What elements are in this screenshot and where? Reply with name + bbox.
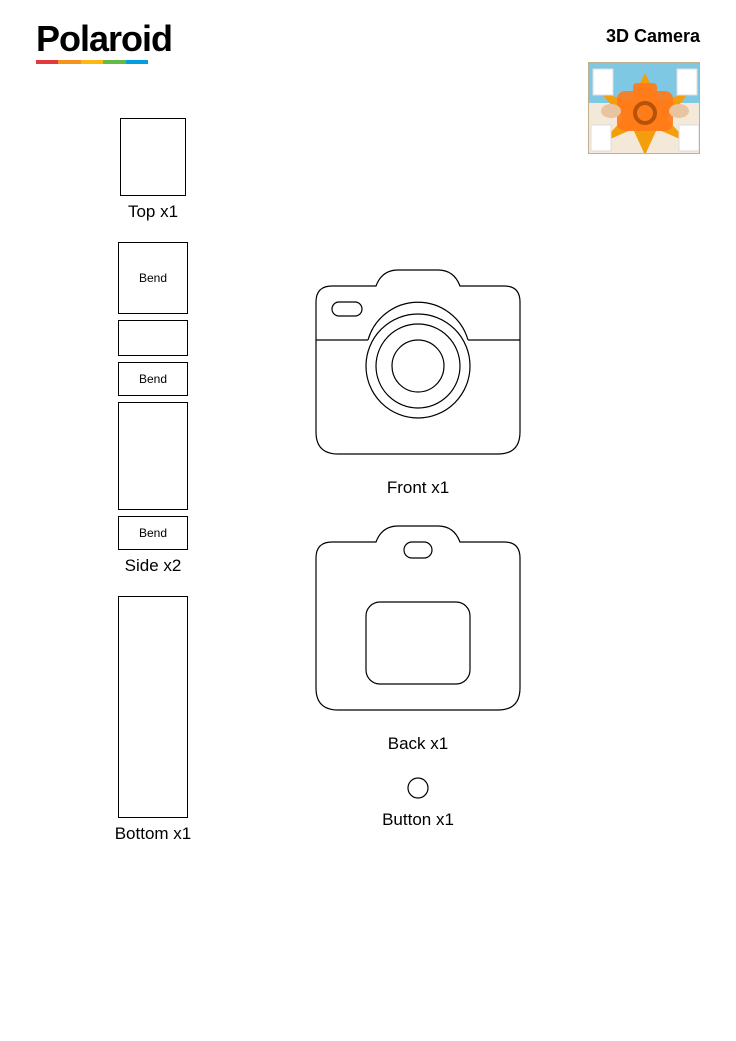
stripe-blue xyxy=(126,60,148,64)
piece-button-outline xyxy=(398,774,438,804)
bend-label: Bend xyxy=(139,372,167,386)
piece-side-group: Bend Bend Bend Side x2 xyxy=(108,242,198,576)
bend-label: Bend xyxy=(139,271,167,285)
main-column: Front x1 Back x1 Button x1 xyxy=(268,262,568,850)
stripe-green xyxy=(103,60,125,64)
piece-back-group: Back x1 xyxy=(268,518,568,754)
piece-side-outline: Bend Bend Bend xyxy=(118,242,188,550)
piece-top-group: Top x1 xyxy=(108,118,198,222)
piece-front-outline xyxy=(288,262,548,472)
piece-front-group: Front x1 xyxy=(268,262,568,498)
product-thumbnail xyxy=(588,62,700,154)
bend-label: Bend xyxy=(139,526,167,540)
header: Polaroid 3D Camera xyxy=(0,18,736,64)
piece-bottom-group: Bottom x1 xyxy=(108,596,198,844)
brand-name: Polaroid xyxy=(36,18,172,60)
piece-front-label: Front x1 xyxy=(268,478,568,498)
piece-button-group: Button x1 xyxy=(268,774,568,830)
piece-top-outline xyxy=(120,118,186,196)
piece-button-label: Button x1 xyxy=(268,810,568,830)
stripe-orange xyxy=(58,60,80,64)
brand-stripes xyxy=(36,60,148,64)
stripe-yellow xyxy=(81,60,103,64)
piece-back-label: Back x1 xyxy=(268,734,568,754)
piece-side-label: Side x2 xyxy=(108,556,198,576)
side-segment: Bend xyxy=(118,516,188,550)
piece-top-label: Top x1 xyxy=(108,202,198,222)
brand-block: Polaroid xyxy=(36,18,172,64)
side-segment: Bend xyxy=(118,362,188,396)
page-title: 3D Camera xyxy=(606,26,700,47)
piece-back-outline xyxy=(288,518,548,728)
piece-bottom-outline xyxy=(118,596,188,818)
thumbnail-svg xyxy=(589,63,700,154)
left-column: Top x1 Bend Bend Bend Side x2 Bottom x1 xyxy=(108,118,198,864)
side-segment: Bend xyxy=(118,242,188,314)
side-segment xyxy=(118,320,188,356)
side-segment xyxy=(118,402,188,510)
stripe-red xyxy=(36,60,58,64)
piece-bottom-label: Bottom x1 xyxy=(108,824,198,844)
